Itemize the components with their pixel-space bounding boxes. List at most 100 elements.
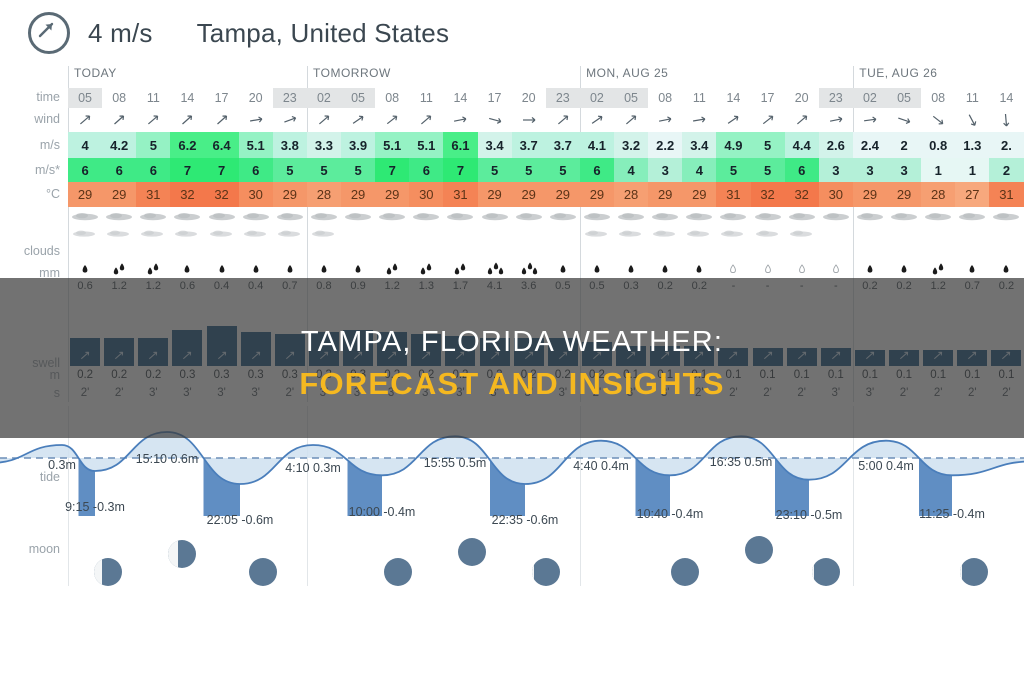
cloud-cell xyxy=(170,207,204,255)
wind-arrow-icon xyxy=(68,108,102,132)
moon-phase-icon xyxy=(671,558,699,586)
overlay-title-line1: TAMPA, FLORIDA WEATHER: xyxy=(300,326,724,358)
wind-arrow-icon xyxy=(239,108,273,132)
temperature-cell: 29 xyxy=(682,182,717,207)
temperature-cell: 31 xyxy=(443,182,478,207)
wind-arrow-icon xyxy=(921,108,955,132)
precip-drop-icon xyxy=(955,255,989,281)
wind-gust-cell: 5 xyxy=(545,158,580,182)
wind-gust-cell: 5 xyxy=(272,158,307,182)
wind-arrow-icon xyxy=(170,108,204,132)
time-cell: 14 xyxy=(170,88,205,108)
row-label-ms: m/s xyxy=(39,138,60,152)
wind-gust-cell: 4 xyxy=(614,158,649,182)
precip-drop-icon xyxy=(819,255,853,281)
wind-speed-cell: 2.6 xyxy=(818,132,853,158)
day-header: TUE, AUG 26 xyxy=(859,66,938,80)
precip-drop-icon xyxy=(580,255,614,281)
cloud-cell xyxy=(409,207,443,255)
wind-gust-cell: 5 xyxy=(477,158,512,182)
row-label-clouds: clouds xyxy=(23,244,60,258)
wind-gust-cell: 6 xyxy=(409,158,444,182)
wind-arrow-icon xyxy=(136,108,170,132)
wind-direction-row xyxy=(68,108,1024,132)
tide-extreme-label: 16:35 0.5m xyxy=(709,455,773,469)
wind-arrow-icon xyxy=(341,108,375,132)
temperature-cell: 31 xyxy=(989,182,1024,207)
day-separator-lower xyxy=(853,406,855,586)
precip-drop-icon xyxy=(307,255,341,281)
precip-drop-icon xyxy=(648,255,682,281)
wind-arrow-icon xyxy=(648,108,682,132)
cloud-cell xyxy=(546,207,580,255)
moon-phase-icon xyxy=(249,558,277,586)
wind-speed-cell: 3.3 xyxy=(306,132,341,158)
day-header: TODAY xyxy=(74,66,117,80)
cloud-cell xyxy=(887,207,921,255)
wind-arrow-icon xyxy=(580,108,614,132)
wind-speed-cell: 4.1 xyxy=(579,132,614,158)
temperature-cell: 29 xyxy=(511,182,546,207)
cloud-cell xyxy=(205,207,239,255)
moon-lit-portion xyxy=(960,558,962,586)
overlay-title-line2: FORECAST AND INSIGHTS xyxy=(299,366,725,401)
tide-fill-light xyxy=(0,432,1024,484)
clouds-row xyxy=(68,207,1024,255)
wind-arrow-icon xyxy=(955,108,989,132)
temperature-cell: 32 xyxy=(170,182,205,207)
day-separator-lower xyxy=(580,406,582,586)
wind-speed-cell: 5.1 xyxy=(375,132,410,158)
wind-gust-cell: 7 xyxy=(375,158,410,182)
cloud-cell xyxy=(853,207,887,255)
tide-extreme-label: 22:35 -0.6m xyxy=(491,513,559,527)
wind-gust-cell: 6 xyxy=(238,158,273,182)
temperature-cell: 29 xyxy=(102,182,137,207)
moon-phase-icon xyxy=(384,558,412,586)
cloud-cell xyxy=(307,207,341,255)
cloud-cell xyxy=(819,207,853,255)
wind-speed-cell: 3.7 xyxy=(545,132,580,158)
wind-arrow-icon xyxy=(887,108,921,132)
wind-speed-cell: 1.3 xyxy=(955,132,990,158)
cloud-cell xyxy=(580,207,614,255)
tide-extreme-label: 5:00 0.4m xyxy=(858,459,914,473)
tide-extreme-label: 10:40 -0.4m xyxy=(636,507,704,521)
cloud-cell xyxy=(785,207,819,255)
wind-arrow-icon xyxy=(273,108,307,132)
wind-speed-cell: 2 xyxy=(887,132,922,158)
precip-drop-icon xyxy=(614,255,648,281)
time-cell: 20 xyxy=(784,88,819,108)
wind-speed-cell: 2.4 xyxy=(852,132,887,158)
time-cell: 05 xyxy=(341,88,376,108)
wind-speed-cell: 6.1 xyxy=(443,132,478,158)
time-cell: 14 xyxy=(989,88,1024,108)
wind-speed-cell: 4.9 xyxy=(716,132,751,158)
wind-gust-cell: 5 xyxy=(341,158,376,182)
temperature-cell: 29 xyxy=(545,182,580,207)
precip-drop-icon xyxy=(205,255,239,281)
temperature-cell: 29 xyxy=(887,182,922,207)
wind-arrow-icon xyxy=(205,108,239,132)
moon-phase-icon xyxy=(960,558,988,586)
wind-arrow-icon xyxy=(751,108,785,132)
cloud-cell xyxy=(614,207,648,255)
temperature-cell: 29 xyxy=(477,182,512,207)
time-cell: 08 xyxy=(921,88,956,108)
wind-gust-cell: 3 xyxy=(887,158,922,182)
wind-arrow-icon xyxy=(614,108,648,132)
day-separator-lower xyxy=(68,406,69,586)
wind-gust-cell: 5 xyxy=(511,158,546,182)
wind-arrow-icon xyxy=(785,108,819,132)
temperature-cell: 31 xyxy=(136,182,171,207)
tide-extreme-label: 15:10 0.6m xyxy=(135,452,199,466)
precip-drop-icon xyxy=(989,255,1023,281)
time-cell: 08 xyxy=(102,88,137,108)
wind-arrow-icon xyxy=(478,108,512,132)
moon-lit-portion xyxy=(94,558,103,586)
wind-speed-cell: 3.4 xyxy=(477,132,512,158)
cloud-cell xyxy=(682,207,716,255)
time-cell: 23 xyxy=(272,88,307,108)
time-cell: 05 xyxy=(68,88,103,108)
time-cell: 23 xyxy=(545,88,580,108)
